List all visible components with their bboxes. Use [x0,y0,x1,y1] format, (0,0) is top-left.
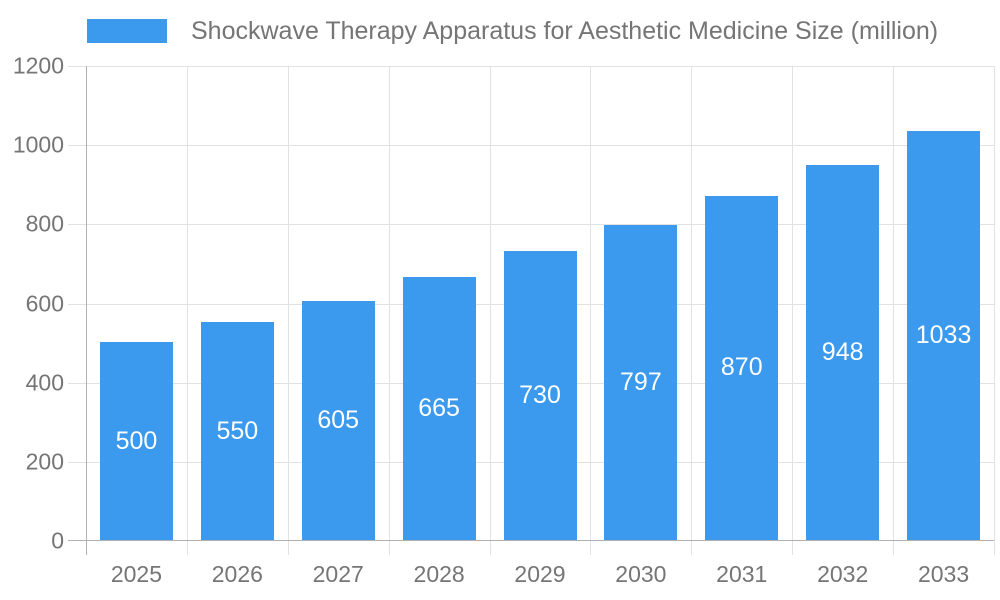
legend-swatch [87,19,167,43]
bar-2026[interactable]: 550 [200,322,274,540]
y-tick-label: 800 [25,210,64,237]
x-tick-label: 2027 [312,561,364,587]
v-gridline [186,66,188,555]
v-gridline [792,66,794,555]
y-tick-label: 1000 [12,131,64,158]
bar-value-label: 730 [519,381,561,410]
bar-2032[interactable]: 948 [806,164,880,540]
bar-value-label: 1033 [915,321,972,350]
bar-2029[interactable]: 730 [503,251,577,540]
v-gridline [287,66,289,555]
bar-2028[interactable]: 665 [402,276,476,540]
v-gridline [691,66,693,555]
y-tick-label: 200 [25,448,64,475]
bar-value-label: 500 [115,426,158,455]
bar-2030[interactable]: 797 [604,224,678,540]
h-gridline [68,224,994,226]
v-gridline [590,66,592,555]
bar-value-label: 948 [821,337,864,366]
x-tick-label: 2028 [413,561,465,587]
y-tick-label: 400 [25,369,64,396]
bar-2025[interactable]: 500 [99,342,173,540]
v-gridline [893,66,895,555]
x-tick-label: 2030 [615,561,667,587]
h-gridline [68,145,994,147]
bar-2027[interactable]: 605 [301,300,375,540]
h-gridline [68,66,994,67]
bar-value-label: 605 [317,405,360,434]
plot-area: 0 200 400 600 800 1000 1200 500 2025 550 2026 605 20… [13,53,995,587]
bar-value-label: 665 [418,393,460,422]
x-tick-label: 2033 [917,561,970,587]
bar-2031[interactable]: 870 [705,195,779,540]
bar-value-label: 550 [216,416,259,445]
v-gridline [994,66,995,555]
y-tick-label: 1200 [12,52,64,79]
legend-item[interactable]: Shockwave Therapy Apparatus for Aestheti… [87,14,938,48]
x-tick-label: 2031 [716,561,768,587]
x-tick-label: 2032 [817,561,869,587]
y-tick-label: 600 [25,290,64,316]
x-tick-label: 2025 [110,561,163,587]
bar-value-label: 797 [620,367,662,396]
v-gridline [388,66,390,555]
bar-value-label: 870 [720,353,763,382]
v-gridline [489,66,491,555]
x-axis-line [68,540,994,541]
y-axis-line [86,66,87,555]
y-tick-label: 0 [51,527,64,554]
bar-2033[interactable]: 1033 [907,131,981,540]
x-tick-label: 2026 [211,561,263,587]
legend-label: Shockwave Therapy Apparatus for Aestheti… [191,16,939,45]
x-tick-label: 2029 [514,561,566,587]
